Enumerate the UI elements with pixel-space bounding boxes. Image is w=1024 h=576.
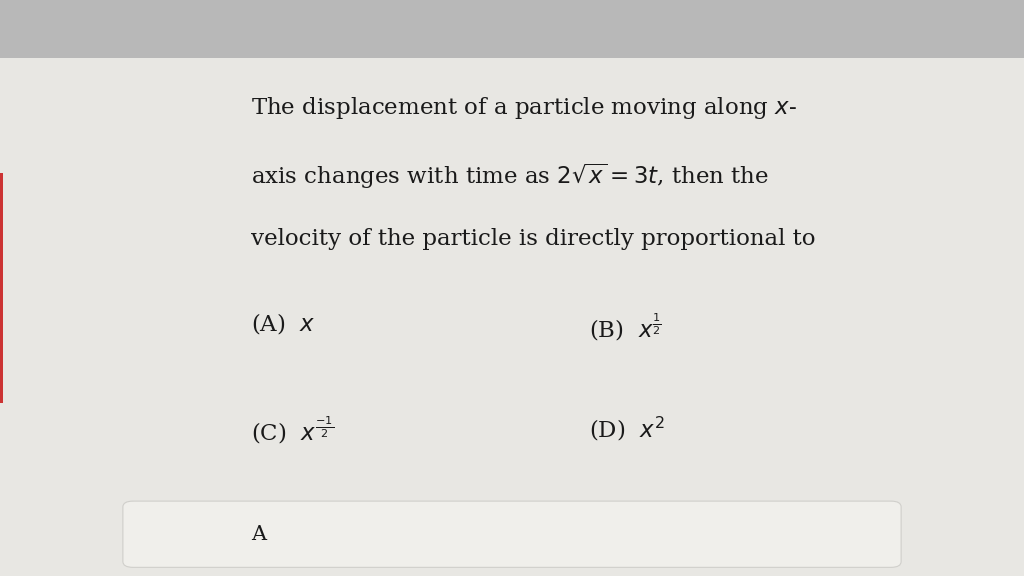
- FancyBboxPatch shape: [0, 58, 1024, 576]
- FancyBboxPatch shape: [0, 0, 1024, 58]
- FancyBboxPatch shape: [123, 501, 901, 567]
- FancyBboxPatch shape: [0, 173, 3, 403]
- Text: A: A: [251, 525, 266, 544]
- Text: (C)  $x^{\frac{-1}{2}}$: (C) $x^{\frac{-1}{2}}$: [251, 415, 334, 446]
- Text: The displacement of a particle moving along $x$-: The displacement of a particle moving al…: [251, 95, 797, 121]
- Text: (D)  $x^{2}$: (D) $x^{2}$: [589, 415, 665, 443]
- Text: (A)  $x$: (A) $x$: [251, 311, 315, 336]
- Text: (B)  $x^{\frac{1}{2}}$: (B) $x^{\frac{1}{2}}$: [589, 311, 662, 343]
- Text: velocity of the particle is directly proportional to: velocity of the particle is directly pro…: [251, 228, 815, 249]
- Text: axis changes with time as $2\sqrt{x} = 3t$, then the: axis changes with time as $2\sqrt{x} = 3…: [251, 161, 769, 191]
